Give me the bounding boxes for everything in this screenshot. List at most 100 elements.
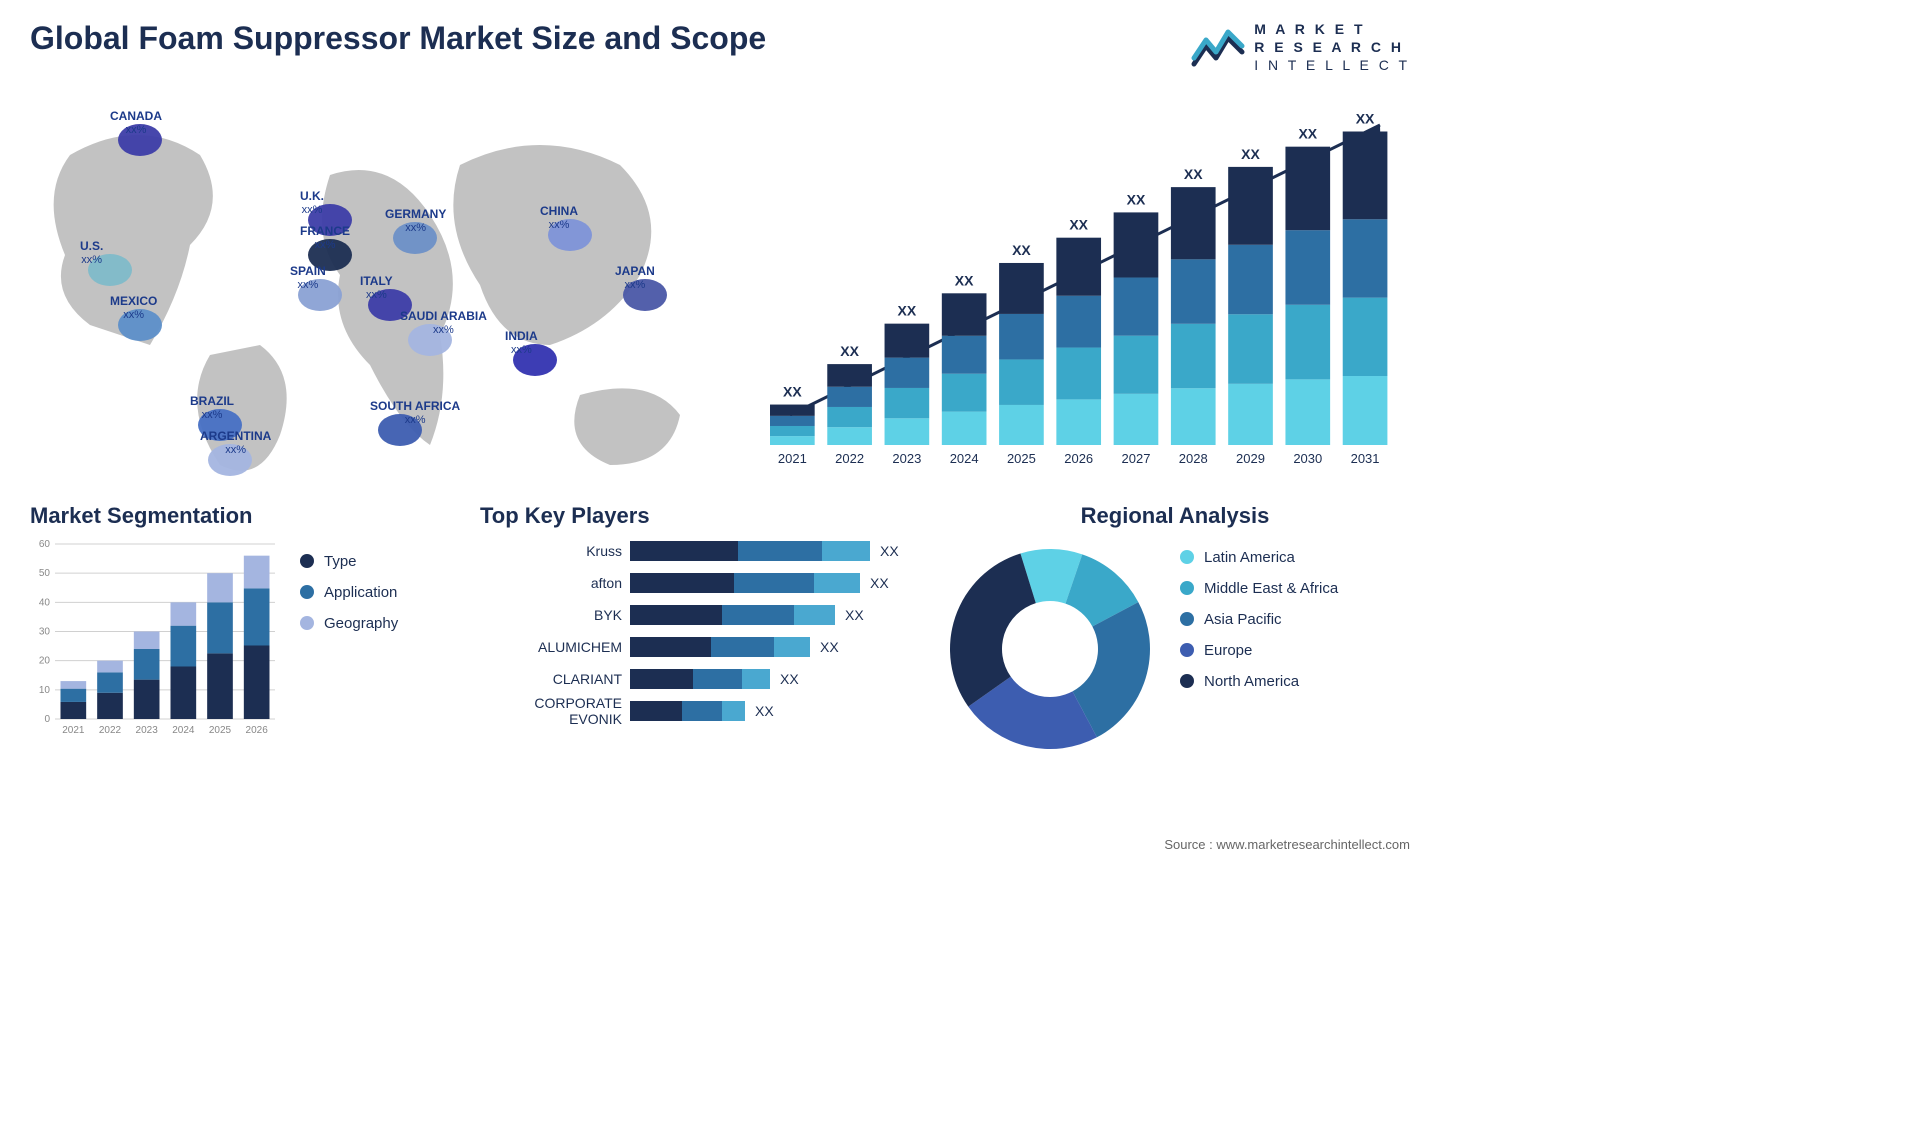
player-value: XX [780, 671, 799, 687]
map-label: MEXICOxx% [110, 295, 157, 321]
player-bar-segment [630, 605, 722, 625]
player-bar-segment [794, 605, 835, 625]
player-label: CORPORATE EVONIK [480, 695, 630, 727]
svg-text:10: 10 [39, 684, 51, 695]
regional-title: Regional Analysis [940, 503, 1410, 529]
logo-line2: R E S E A R C H [1254, 38, 1410, 56]
player-value: XX [820, 639, 839, 655]
svg-text:XX: XX [1241, 145, 1260, 161]
player-row: BYKXX [480, 603, 920, 627]
legend-item: Europe [1180, 642, 1410, 659]
legend-swatch [1180, 612, 1194, 626]
map-label: FRANCExx% [300, 225, 350, 251]
segmentation-title: Market Segmentation [30, 503, 280, 529]
player-value: XX [870, 575, 889, 591]
player-bar-segment [814, 573, 860, 593]
svg-text:2027: 2027 [1122, 451, 1151, 466]
world-map: CANADAxx%U.S.xx%MEXICOxx%BRAZILxx%ARGENT… [30, 95, 710, 485]
svg-text:2023: 2023 [136, 725, 159, 736]
player-bar-segment [774, 637, 810, 657]
map-label: INDIAxx% [505, 330, 538, 356]
logo: M A R K E T R E S E A R C H I N T E L L … [1190, 20, 1410, 75]
map-label: ARGENTINAxx% [200, 430, 271, 456]
svg-text:60: 60 [39, 539, 51, 550]
svg-text:2024: 2024 [950, 451, 979, 466]
legend-swatch [300, 616, 314, 630]
svg-text:50: 50 [39, 568, 51, 579]
player-bar: XX [630, 669, 920, 689]
player-bar-segment [734, 573, 815, 593]
legend-label: Geography [324, 615, 398, 632]
svg-text:2025: 2025 [1007, 451, 1036, 466]
svg-text:2024: 2024 [172, 725, 195, 736]
svg-text:2026: 2026 [246, 725, 269, 736]
svg-text:2031: 2031 [1351, 451, 1380, 466]
legend-item: Geography [300, 615, 460, 632]
map-label: U.S.xx% [80, 240, 103, 266]
players-panel: Top Key Players KrussXXaftonXXBYKXXALUMI… [480, 503, 920, 759]
source-credit: Source : www.marketresearchintellect.com [1164, 837, 1410, 852]
logo-line3: I N T E L L E C T [1254, 56, 1410, 74]
player-bar-segment [742, 669, 770, 689]
player-bar-segment [630, 701, 682, 721]
player-row: Kruss XX [480, 539, 920, 563]
legend-swatch [1180, 581, 1194, 595]
player-bar: XX [630, 637, 920, 657]
legend-swatch [1180, 643, 1194, 657]
legend-swatch [300, 554, 314, 568]
player-bar: XX [630, 605, 920, 625]
player-bar-segment [711, 637, 774, 657]
player-row: CORPORATE EVONIKXX [480, 699, 920, 723]
player-value: XX [880, 543, 899, 559]
legend-item: Middle East & Africa [1180, 580, 1410, 597]
player-bar-segment [630, 573, 734, 593]
map-label: SOUTH AFRICAxx% [370, 400, 460, 426]
logo-line1: M A R K E T [1254, 20, 1410, 38]
svg-text:2029: 2029 [1236, 451, 1265, 466]
svg-text:2021: 2021 [778, 451, 807, 466]
player-label: ALUMICHEM [480, 639, 630, 655]
svg-text:2022: 2022 [99, 725, 122, 736]
map-label: GERMANYxx% [385, 208, 446, 234]
svg-text:XX: XX [898, 302, 917, 318]
map-label: ITALYxx% [360, 275, 393, 301]
player-row: ALUMICHEM XX [480, 635, 920, 659]
legend-item: Asia Pacific [1180, 611, 1410, 628]
map-label: SPAINxx% [290, 265, 326, 291]
player-bar: XX [630, 541, 920, 561]
player-bar-segment [682, 701, 722, 721]
player-label: Kruss [480, 543, 630, 559]
legend-item: North America [1180, 673, 1410, 690]
svg-text:XX: XX [1298, 125, 1317, 141]
svg-text:20: 20 [39, 655, 51, 666]
svg-text:2030: 2030 [1293, 451, 1322, 466]
svg-text:2023: 2023 [892, 451, 921, 466]
map-label: BRAZILxx% [190, 395, 234, 421]
regional-panel: Regional Analysis Latin AmericaMiddle Ea… [940, 503, 1410, 759]
legend-swatch [300, 585, 314, 599]
player-bar-segment [630, 637, 711, 657]
regional-legend: Latin AmericaMiddle East & AfricaAsia Pa… [1180, 539, 1410, 704]
growth-chart: XX2021XX2022XX2023XX2024XX2025XX2026XX20… [750, 95, 1410, 485]
legend-label: Europe [1204, 642, 1252, 659]
svg-text:0: 0 [44, 714, 50, 725]
player-bar: XX [630, 573, 920, 593]
legend-swatch [1180, 674, 1194, 688]
legend-item: Application [300, 584, 460, 601]
map-label: SAUDI ARABIAxx% [400, 310, 487, 336]
player-label: afton [480, 575, 630, 591]
svg-text:2025: 2025 [209, 725, 232, 736]
legend-label: Application [324, 584, 397, 601]
player-bar-segment [630, 541, 738, 561]
legend-label: North America [1204, 673, 1299, 690]
page-title: Global Foam Suppressor Market Size and S… [30, 20, 766, 57]
legend-label: Type [324, 553, 357, 570]
logo-icon [1190, 24, 1246, 70]
svg-text:2021: 2021 [62, 725, 85, 736]
svg-text:XX: XX [1012, 242, 1031, 258]
legend-item: Type [300, 553, 460, 570]
player-bar-segment [722, 605, 794, 625]
legend-swatch [1180, 550, 1194, 564]
svg-text:XX: XX [955, 272, 974, 288]
map-label: U.K.xx% [300, 190, 324, 216]
